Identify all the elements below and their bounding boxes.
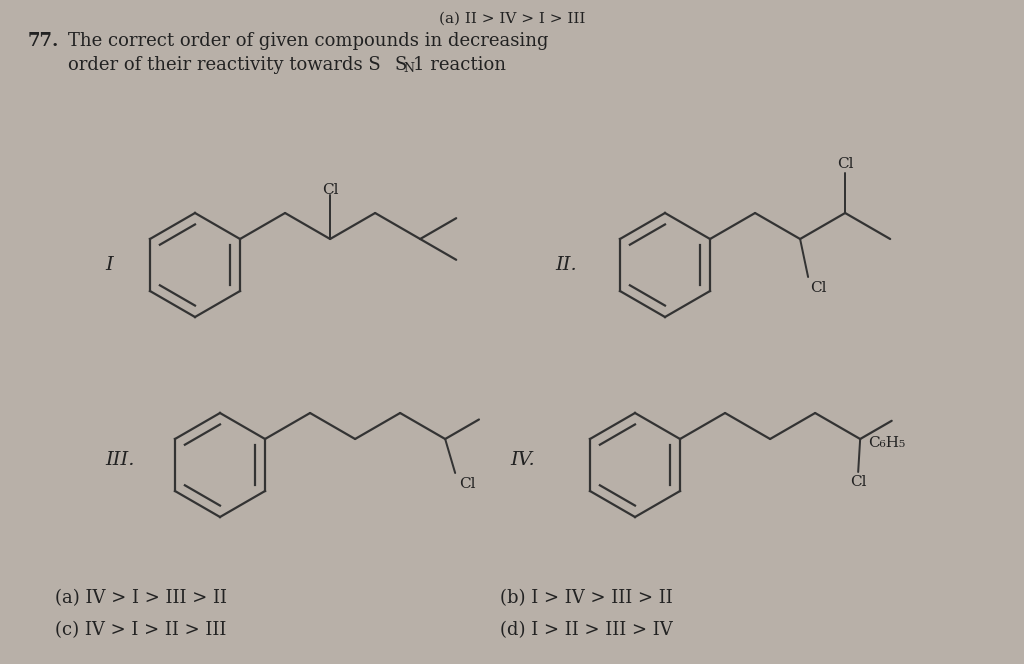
Text: I: I bbox=[105, 256, 113, 274]
Text: The correct order of given compounds in decreasing: The correct order of given compounds in … bbox=[68, 32, 549, 50]
Text: Cl: Cl bbox=[322, 183, 338, 197]
Text: IV.: IV. bbox=[510, 451, 535, 469]
Text: N: N bbox=[403, 62, 414, 75]
Text: Cl: Cl bbox=[850, 475, 866, 489]
Text: order of their reactivity towards S: order of their reactivity towards S bbox=[68, 56, 381, 74]
Text: 77.: 77. bbox=[28, 32, 59, 50]
Text: 1 reaction: 1 reaction bbox=[413, 56, 506, 74]
Text: Cl: Cl bbox=[459, 477, 476, 491]
Text: (d) I > II > III > IV: (d) I > II > III > IV bbox=[500, 621, 673, 639]
Text: (a) IV > I > III > II: (a) IV > I > III > II bbox=[55, 589, 227, 607]
Text: (c) IV > I > II > III: (c) IV > I > II > III bbox=[55, 621, 226, 639]
Text: (b) I > IV > III > II: (b) I > IV > III > II bbox=[500, 589, 673, 607]
Text: Cl: Cl bbox=[810, 281, 826, 295]
Text: C₆H₅: C₆H₅ bbox=[868, 436, 905, 450]
Text: S: S bbox=[394, 56, 407, 74]
Text: II.: II. bbox=[555, 256, 577, 274]
Text: (a) II > IV > I > III: (a) II > IV > I > III bbox=[439, 12, 585, 26]
Text: Cl: Cl bbox=[837, 157, 853, 171]
Text: III.: III. bbox=[105, 451, 134, 469]
